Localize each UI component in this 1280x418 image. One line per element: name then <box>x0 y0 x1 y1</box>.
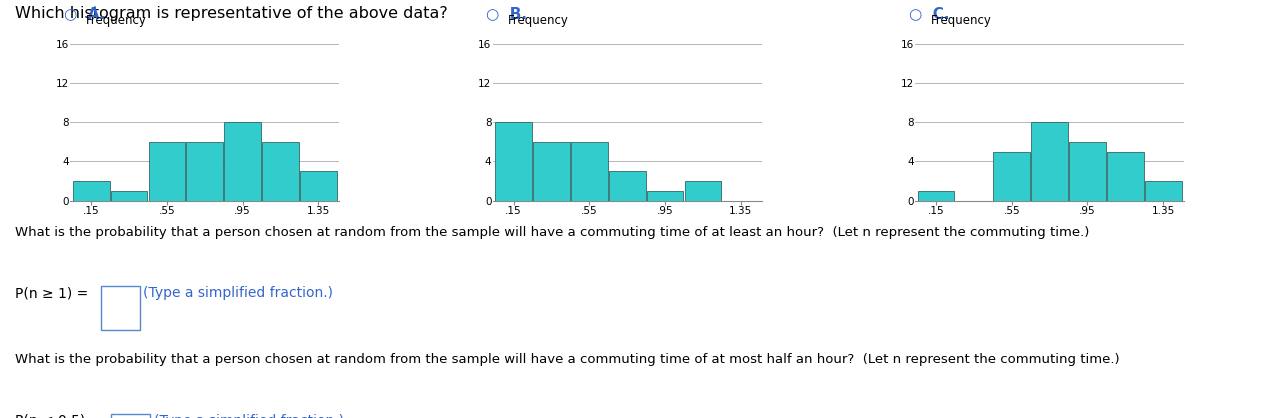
Bar <box>262 142 300 201</box>
Bar <box>918 191 955 201</box>
Text: (Type a simplified fraction.): (Type a simplified fraction.) <box>143 286 333 300</box>
Bar <box>993 152 1030 201</box>
Text: ○  C.: ○ C. <box>909 6 950 21</box>
Text: Frequency: Frequency <box>86 14 147 27</box>
Text: P(n ≤ 0.5) =: P(n ≤ 0.5) = <box>15 414 101 418</box>
Bar <box>187 142 223 201</box>
Bar <box>224 122 261 201</box>
Bar <box>148 142 186 201</box>
Bar <box>1107 152 1144 201</box>
Bar <box>495 122 532 201</box>
Bar <box>111 191 147 201</box>
Text: ○  B.: ○ B. <box>486 6 527 21</box>
Text: ○  A.: ○ A. <box>64 6 105 21</box>
Bar <box>646 191 684 201</box>
Text: What is the probability that a person chosen at random from the sample will have: What is the probability that a person ch… <box>15 353 1120 366</box>
Text: What is the probability that a person chosen at random from the sample will have: What is the probability that a person ch… <box>15 226 1089 239</box>
Bar <box>73 181 110 201</box>
Text: Frequency: Frequency <box>931 14 992 27</box>
Bar <box>1069 142 1106 201</box>
Bar <box>571 142 608 201</box>
Bar <box>300 171 337 201</box>
Bar <box>1144 181 1181 201</box>
Bar <box>609 171 645 201</box>
Bar <box>1032 122 1068 201</box>
Bar <box>534 142 570 201</box>
Bar <box>685 181 721 201</box>
Text: Which histogram is representative of the above data?: Which histogram is representative of the… <box>15 6 448 21</box>
Text: P(n ≥ 1) =: P(n ≥ 1) = <box>15 286 88 300</box>
Text: (Type a simplified fraction.): (Type a simplified fraction.) <box>154 414 343 418</box>
Text: Frequency: Frequency <box>508 14 570 27</box>
